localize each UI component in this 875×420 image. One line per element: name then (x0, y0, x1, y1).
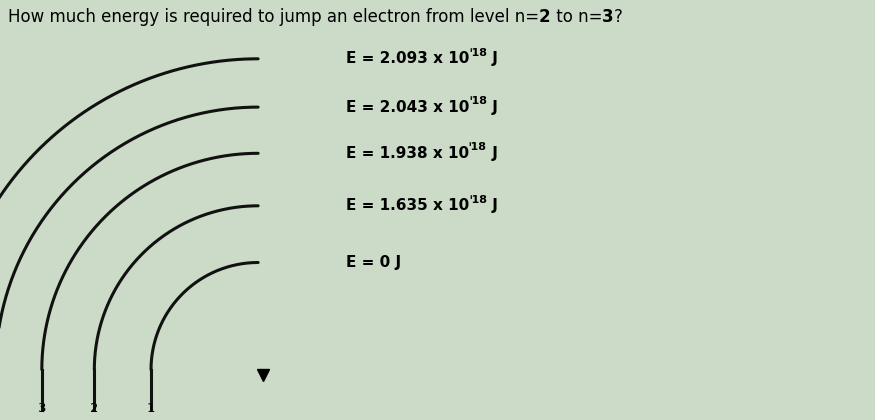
Text: 1: 1 (147, 402, 155, 415)
Text: How much energy is required to jump an electron from level n=: How much energy is required to jump an e… (8, 8, 539, 26)
Text: J: J (487, 100, 498, 115)
Text: E = 1.938 x 10: E = 1.938 x 10 (346, 146, 469, 161)
Text: E = 2.043 x 10: E = 2.043 x 10 (346, 100, 469, 115)
Text: 2: 2 (539, 8, 550, 26)
Text: E = 1.635 x 10: E = 1.635 x 10 (346, 198, 469, 213)
Text: ?: ? (614, 8, 623, 26)
Text: J: J (487, 51, 498, 66)
Text: E = 2.093 x 10: E = 2.093 x 10 (346, 51, 469, 66)
Text: ⁱ18: ⁱ18 (469, 96, 487, 106)
Text: J: J (487, 198, 498, 213)
Text: ⁱ18: ⁱ18 (469, 142, 486, 152)
Text: 2: 2 (90, 402, 99, 415)
Text: 3: 3 (602, 8, 614, 26)
Text: to n=: to n= (550, 8, 602, 26)
Text: ⁱ18: ⁱ18 (469, 195, 486, 205)
Text: E = 0 J: E = 0 J (346, 255, 401, 270)
Text: J: J (487, 146, 498, 161)
Text: 3: 3 (38, 402, 46, 415)
Text: ⁱ18: ⁱ18 (469, 48, 487, 58)
